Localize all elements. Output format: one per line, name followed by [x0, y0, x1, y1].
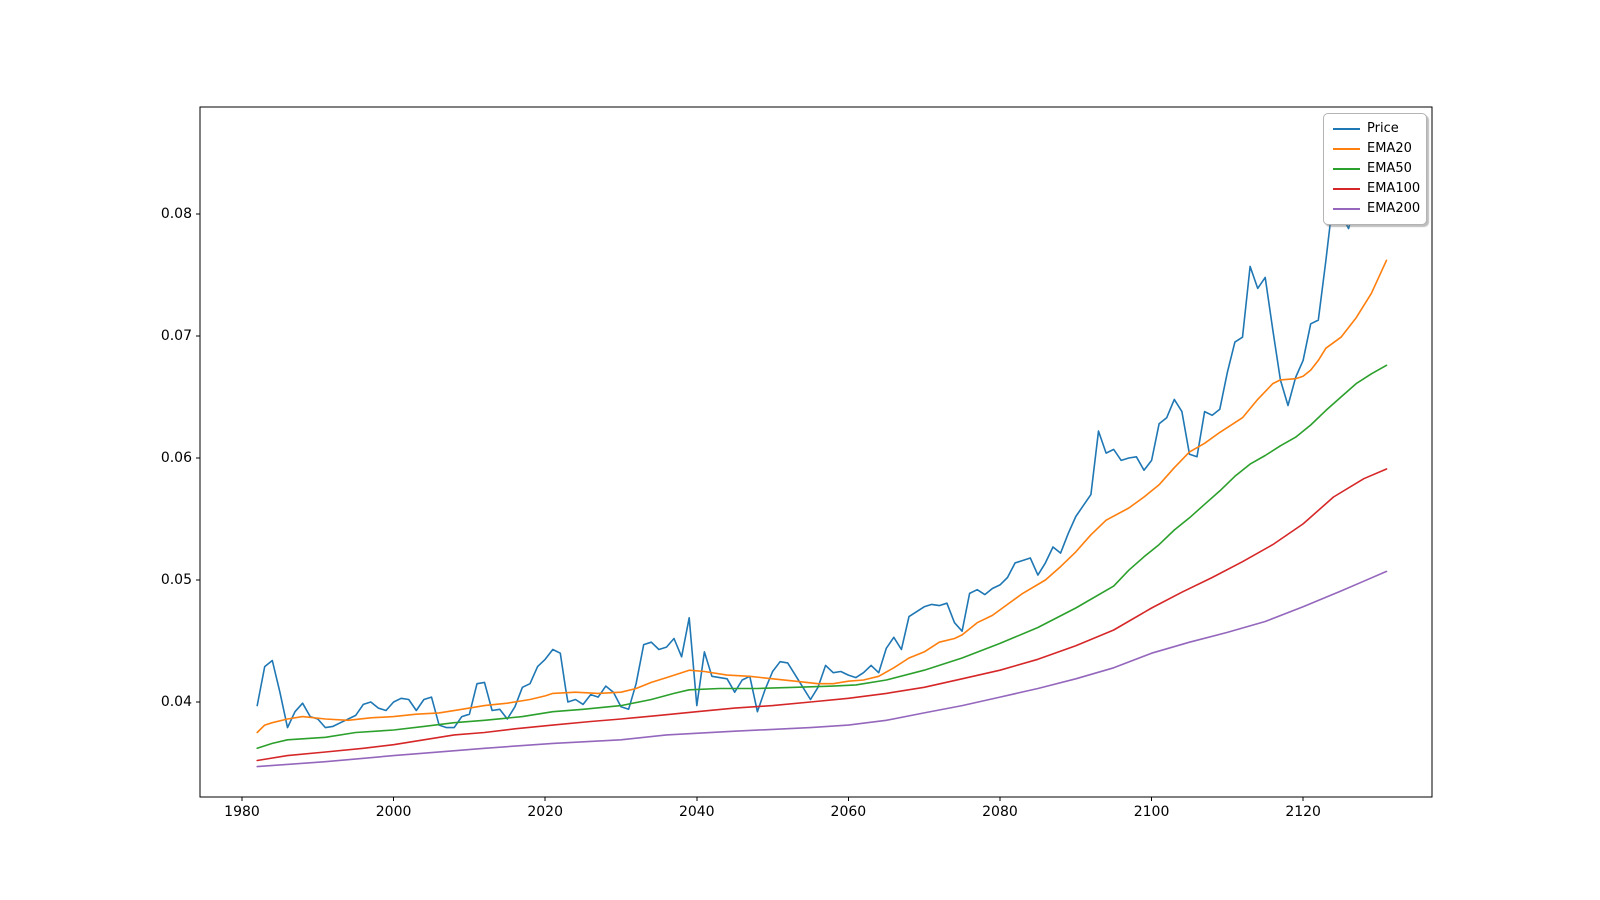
series-line-ema100 — [256, 468, 1388, 762]
series-line-price — [256, 137, 1388, 729]
y-axis-tick-label: 0.04 — [160, 693, 192, 710]
legend-line-swatch-ema200 — [1333, 208, 1360, 210]
x-axis-tick-label: 1980 — [224, 804, 260, 820]
legend: Price EMA20 EMA50 EMA100 EMA200 — [1323, 113, 1427, 225]
legend-item-label: EMA100 — [1367, 181, 1421, 196]
legend-item-label: EMA200 — [1367, 201, 1421, 216]
legend-item-ema200: EMA200 — [1333, 199, 1420, 219]
legend-item-ema20: EMA20 — [1333, 139, 1420, 159]
x-axis-tick-label: 2020 — [527, 804, 563, 820]
series-line-ema200 — [256, 570, 1388, 768]
legend-item-ema50: EMA50 — [1333, 159, 1420, 179]
legend-item-label: Price — [1367, 121, 1399, 136]
x-axis-tick-label: 2080 — [982, 804, 1018, 820]
y-axis-tick-label: 0.08 — [160, 205, 192, 222]
plot-spines — [199, 106, 1433, 798]
y-axis-tick-label: 0.05 — [160, 571, 192, 588]
legend-line-swatch-ema100 — [1333, 188, 1360, 190]
legend-item-label: EMA50 — [1367, 161, 1412, 176]
legend-item-price: Price — [1333, 119, 1420, 139]
x-axis-tick-label: 2120 — [1285, 804, 1321, 820]
legend-line-swatch-ema20 — [1333, 148, 1360, 150]
x-axis-tick-label: 2100 — [1133, 804, 1170, 820]
y-axis-tick-label: 0.07 — [160, 327, 192, 344]
legend-item-ema100: EMA100 — [1333, 179, 1420, 199]
x-axis-tick-label: 2000 — [375, 804, 412, 820]
legend-line-swatch-price — [1333, 128, 1360, 130]
x-axis-tick-label: 2040 — [678, 804, 715, 820]
legend-item-label: EMA20 — [1367, 141, 1412, 156]
y-axis-tick-label: 0.06 — [160, 449, 192, 466]
x-axis-tick-label: 2060 — [830, 804, 867, 820]
series-line-ema20 — [256, 259, 1388, 734]
legend-line-swatch-ema50 — [1333, 168, 1360, 170]
series-line-ema50 — [256, 364, 1388, 750]
